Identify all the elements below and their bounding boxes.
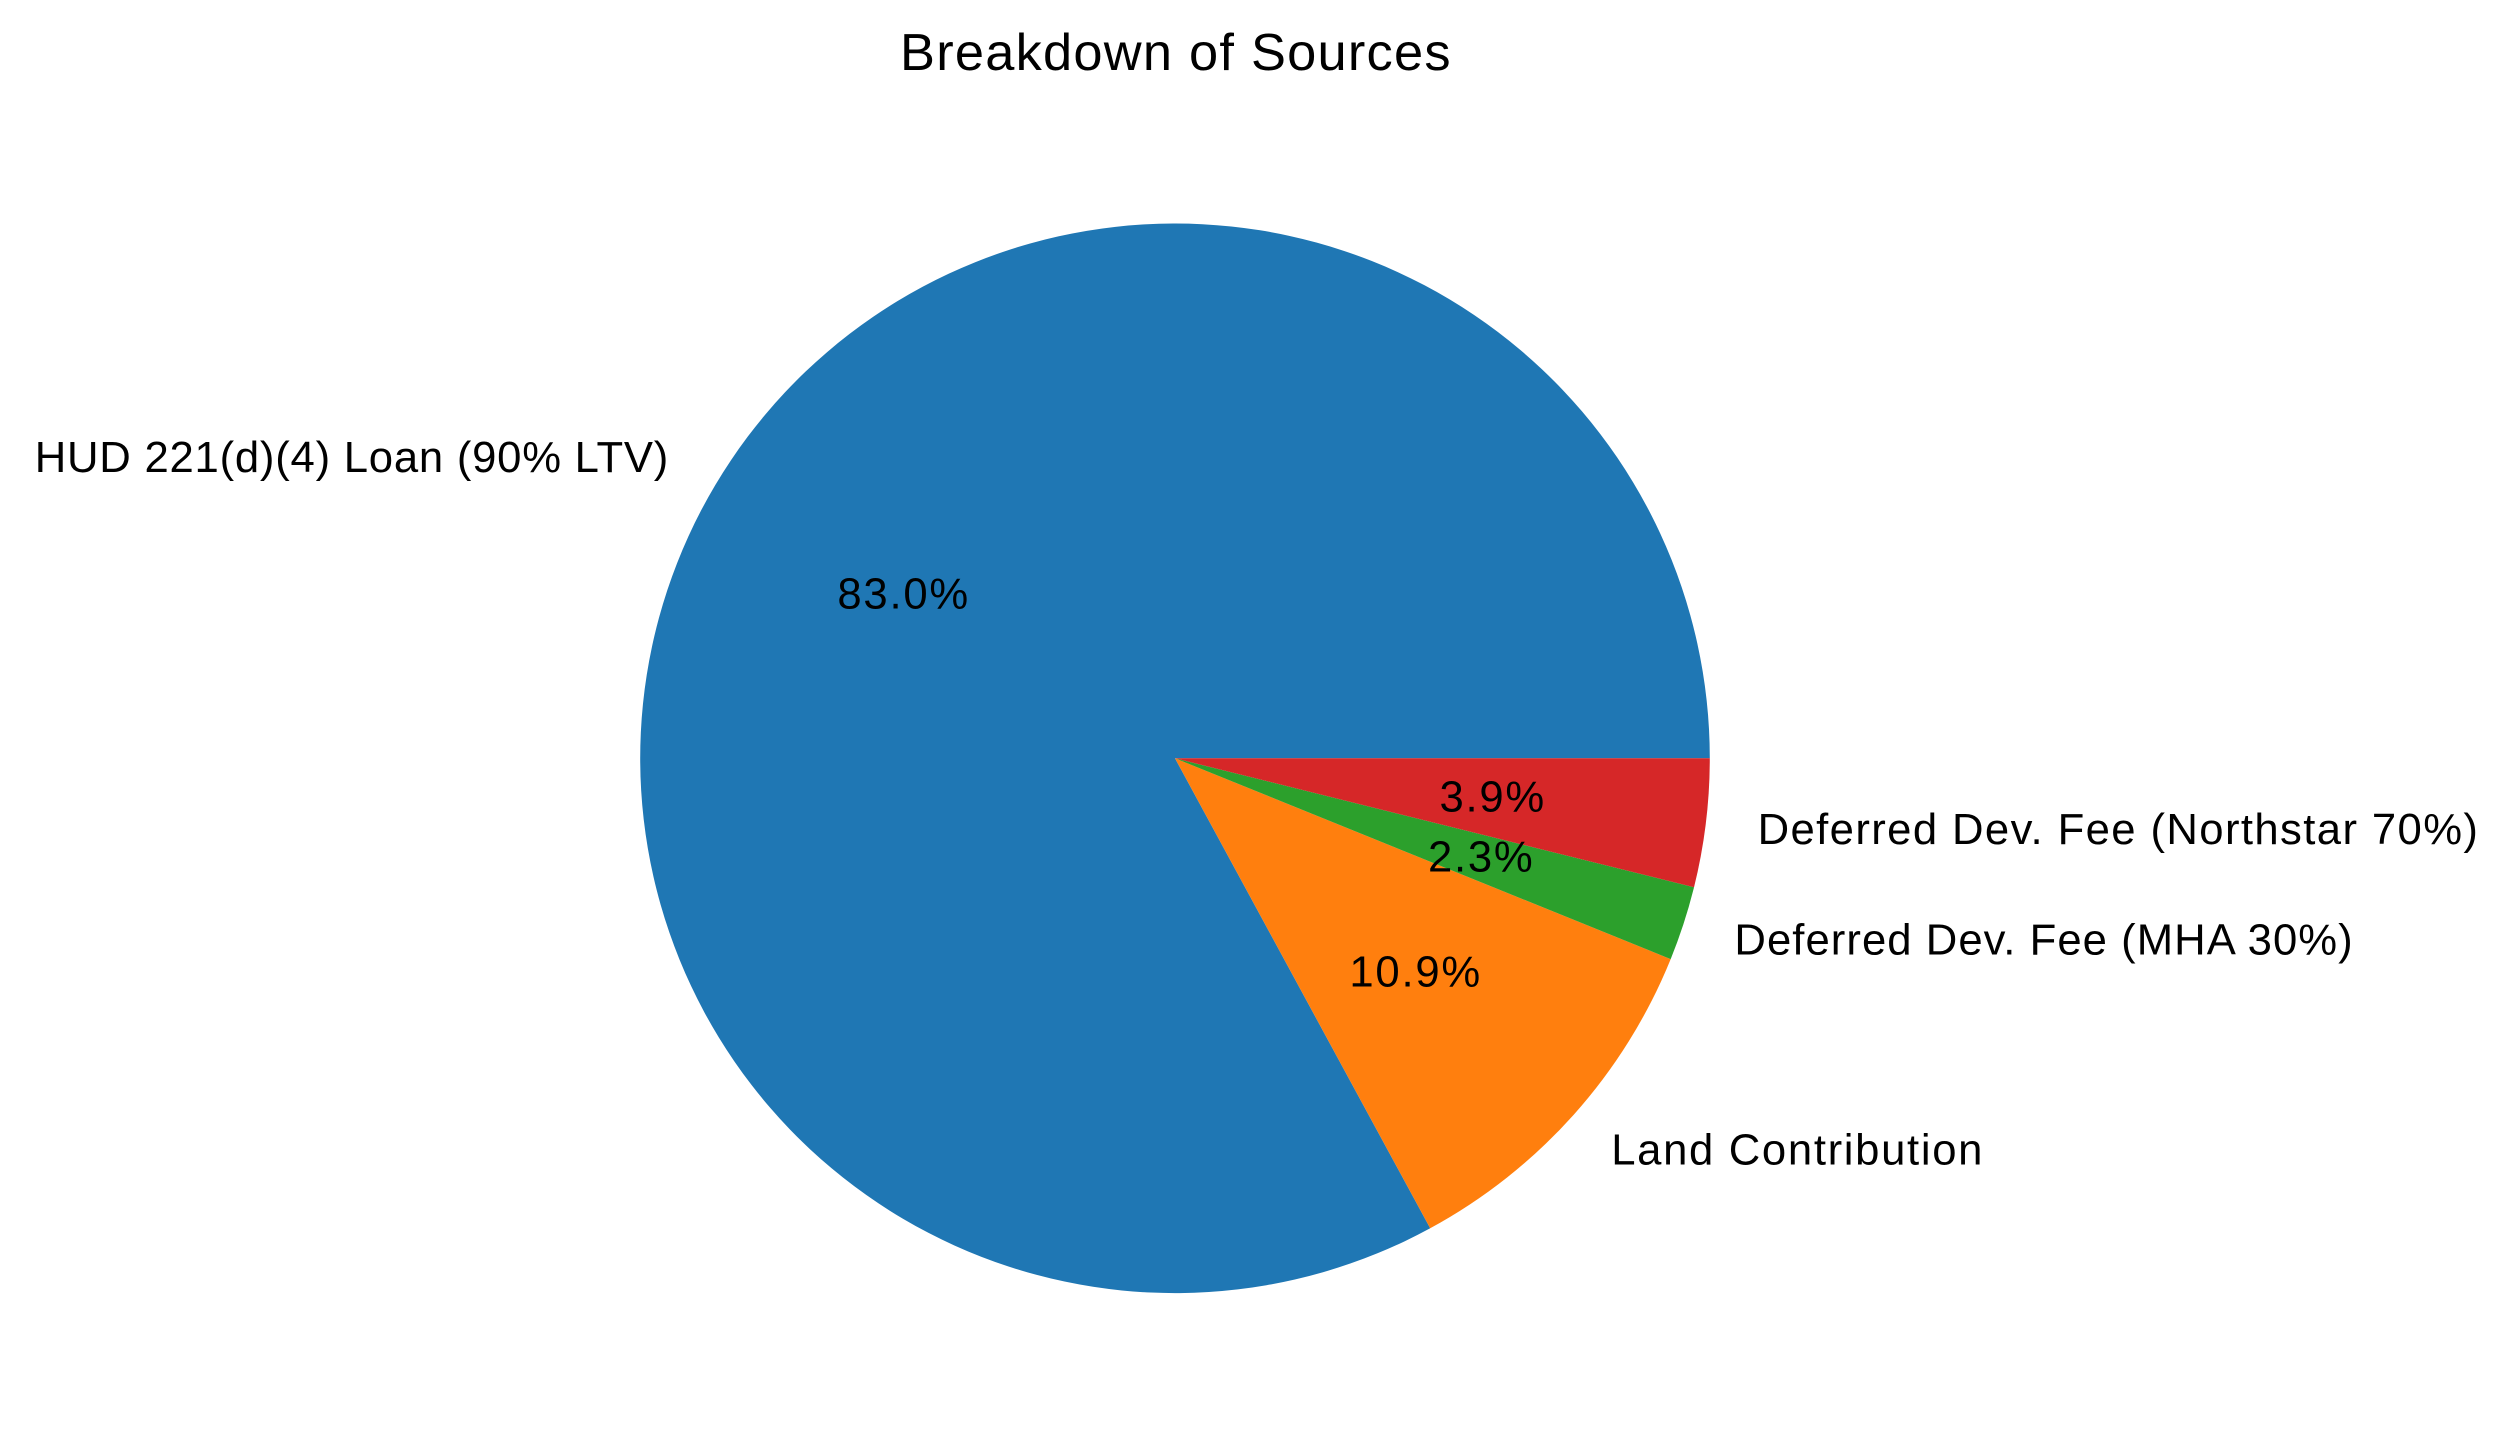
svg-text:3.9%: 3.9%	[1439, 773, 1545, 822]
svg-text:Breakdown of Sources: Breakdown of Sources	[900, 24, 1452, 82]
svg-text:Land Contribution: Land Contribution	[1611, 1126, 1984, 1175]
svg-text:Deferred Dev. Fee (Northstar 7: Deferred Dev. Fee (Northstar 70%)	[1758, 805, 2480, 854]
svg-text:HUD 221(d)(4) Loan (90% LTV): HUD 221(d)(4) Loan (90% LTV)	[35, 433, 669, 482]
svg-text:83.0%: 83.0%	[837, 569, 970, 618]
svg-text:10.9%: 10.9%	[1349, 947, 1482, 996]
svg-text:2.3%: 2.3%	[1428, 833, 1534, 882]
svg-text:Deferred Dev. Fee (MHA 30%): Deferred Dev. Fee (MHA 30%)	[1734, 915, 2353, 964]
